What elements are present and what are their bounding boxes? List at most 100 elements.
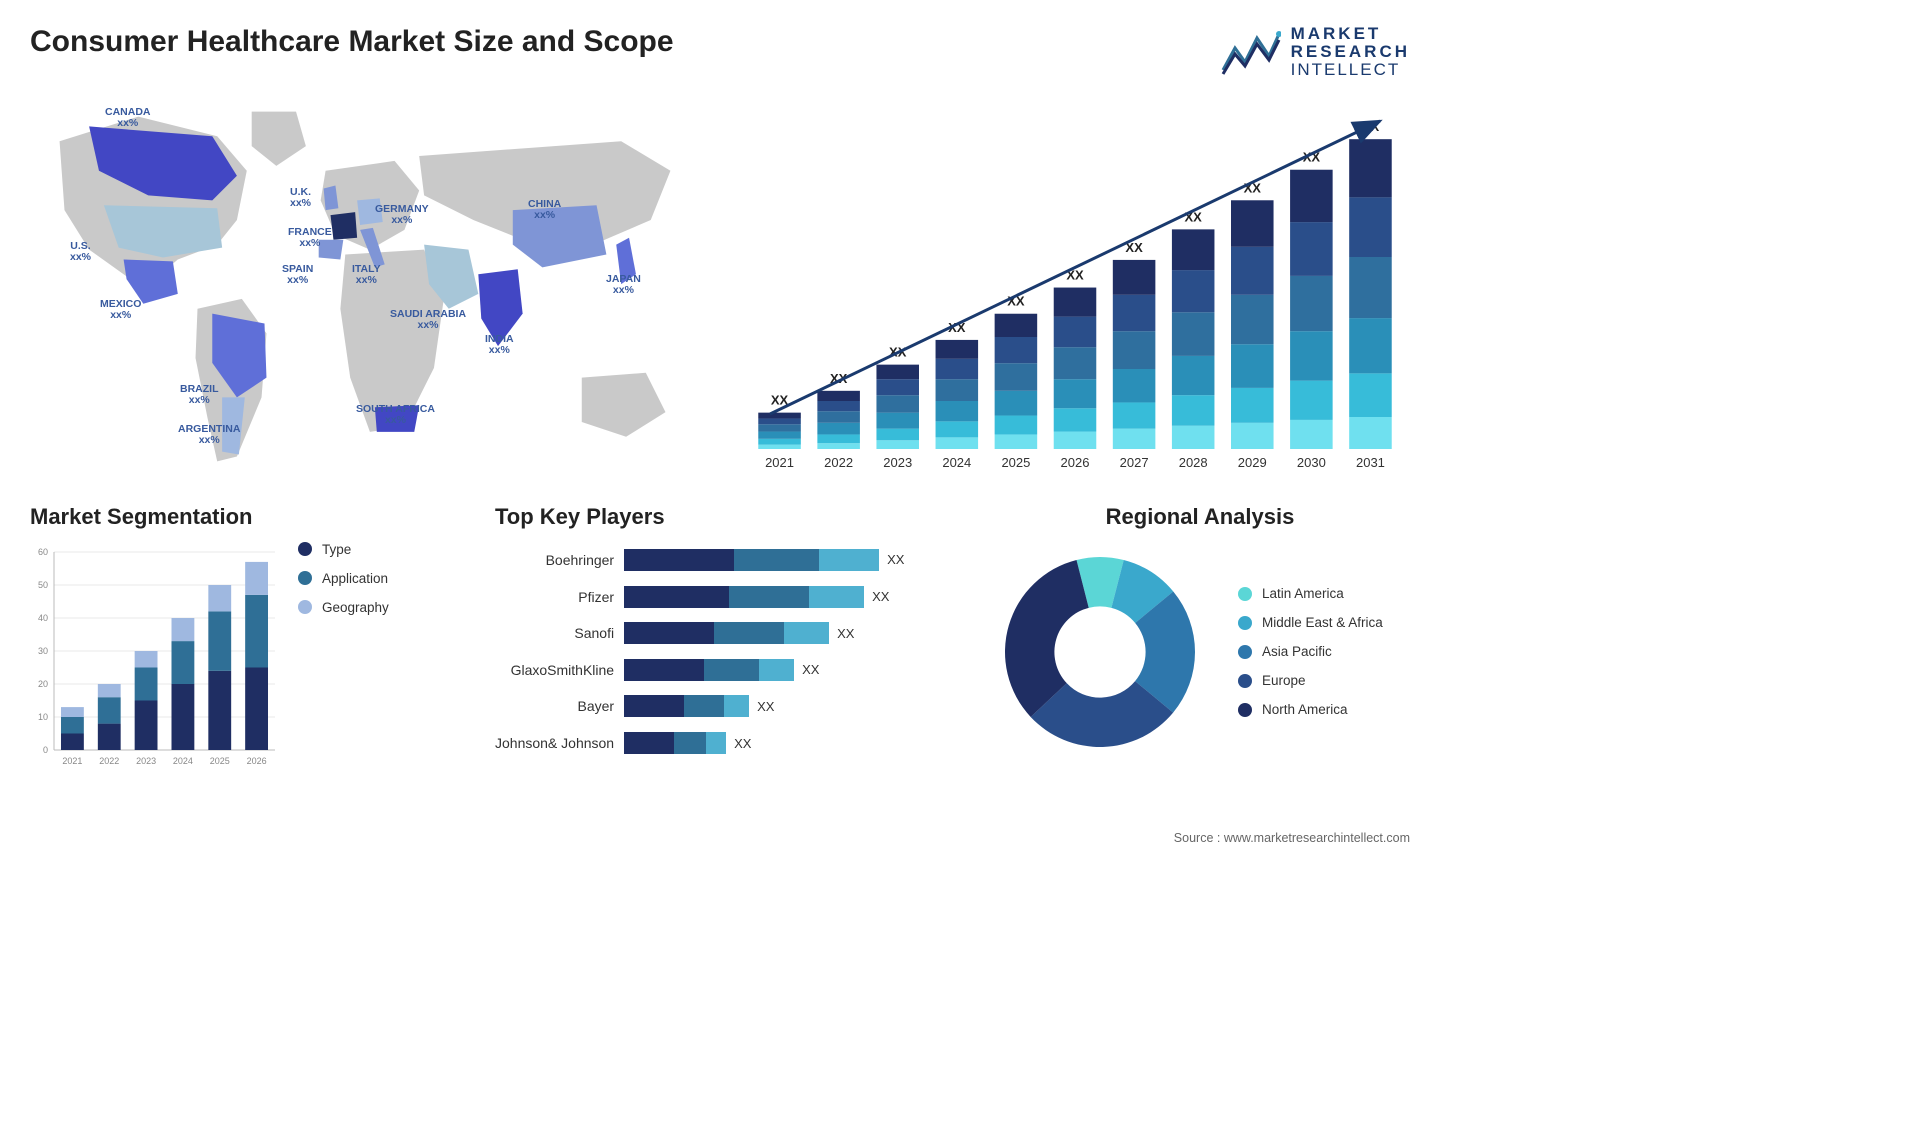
segmentation-title: Market Segmentation <box>30 504 460 530</box>
player-bar-segment <box>706 732 726 754</box>
map-label-germany: GERMANYxx% <box>375 204 429 227</box>
player-bar-segment <box>724 695 749 717</box>
legend-label: Europe <box>1262 673 1306 688</box>
svg-text:2023: 2023 <box>883 455 912 470</box>
player-label: Johnson& Johnson <box>495 735 614 751</box>
legend-label: Application <box>322 571 388 586</box>
svg-text:2022: 2022 <box>824 455 853 470</box>
legend-label: North America <box>1262 702 1348 717</box>
regional-donut <box>990 542 1210 762</box>
player-bar <box>624 732 726 754</box>
region-legend-europe: Europe <box>1238 673 1383 688</box>
svg-text:2024: 2024 <box>173 756 193 766</box>
svg-text:40: 40 <box>38 613 48 623</box>
brand-logo: MARKET RESEARCH INTELLECT <box>1221 25 1410 79</box>
player-bar-segment <box>624 732 674 754</box>
player-bar <box>624 586 864 608</box>
map-label-south-africa: SOUTH AFRICAxx% <box>356 404 435 427</box>
player-bar-segment <box>734 549 819 571</box>
legend-swatch <box>1238 703 1252 717</box>
logo-line1: MARKET <box>1291 25 1410 43</box>
svg-text:2025: 2025 <box>1001 455 1030 470</box>
player-value: XX <box>837 626 854 641</box>
player-bars: XXXXXXXXXXXX <box>624 542 955 762</box>
svg-text:20: 20 <box>38 679 48 689</box>
player-label: Pfizer <box>578 589 614 605</box>
player-label: Bayer <box>578 698 615 714</box>
seg-legend-application: Application <box>298 571 389 586</box>
legend-label: Geography <box>322 600 389 615</box>
svg-text:10: 10 <box>38 712 48 722</box>
legend-swatch <box>1238 674 1252 688</box>
region-legend-latin-america: Latin America <box>1238 586 1383 601</box>
svg-text:2031: 2031 <box>1356 455 1385 470</box>
player-bar-segment <box>819 549 879 571</box>
player-bar-segment <box>784 622 829 644</box>
svg-text:2024: 2024 <box>942 455 971 470</box>
regional-title: Regional Analysis <box>990 504 1410 530</box>
segmentation-legend: Type Application Geography <box>298 542 389 772</box>
player-bar-row: XX <box>624 586 955 608</box>
player-bar-segment <box>809 586 864 608</box>
svg-text:2025: 2025 <box>210 756 230 766</box>
svg-text:2029: 2029 <box>1238 455 1267 470</box>
svg-text:2026: 2026 <box>1061 455 1090 470</box>
legend-swatch <box>298 542 312 556</box>
map-label-mexico: MEXICOxx% <box>100 299 141 322</box>
growth-bar-chart: XX2021XX2022XX2023XX2024XX2025XX2026XX20… <box>730 99 1410 479</box>
svg-text:30: 30 <box>38 646 48 656</box>
legend-label: Type <box>322 542 351 557</box>
player-bar-row: XX <box>624 549 955 571</box>
legend-label: Middle East & Africa <box>1262 615 1383 630</box>
player-bar-row: XX <box>624 732 955 754</box>
player-label: GlaxoSmithKline <box>511 662 615 678</box>
player-bar-segment <box>624 586 729 608</box>
player-value: XX <box>734 736 751 751</box>
map-label-china: CHINAxx% <box>528 199 561 222</box>
source-text: Source : www.marketresearchintellect.com <box>1174 831 1410 845</box>
player-bar-segment <box>624 622 714 644</box>
svg-text:2022: 2022 <box>99 756 119 766</box>
region-legend-north-america: North America <box>1238 702 1383 717</box>
legend-label: Latin America <box>1262 586 1344 601</box>
legend-swatch <box>1238 616 1252 630</box>
svg-text:0: 0 <box>43 745 48 755</box>
player-bar-segment <box>624 549 734 571</box>
player-bar <box>624 695 749 717</box>
players-title: Top Key Players <box>495 504 955 530</box>
map-label-italy: ITALYxx% <box>352 264 381 287</box>
player-bar-segment <box>729 586 809 608</box>
map-label-u-s-: U.S.xx% <box>70 241 91 264</box>
player-bar <box>624 549 879 571</box>
map-label-japan: JAPANxx% <box>606 274 641 297</box>
map-label-brazil: BRAZILxx% <box>180 384 219 407</box>
legend-swatch <box>298 600 312 614</box>
player-label: Boehringer <box>546 552 615 568</box>
legend-swatch <box>1238 645 1252 659</box>
region-legend-middle-east-africa: Middle East & Africa <box>1238 615 1383 630</box>
svg-text:2021: 2021 <box>62 756 82 766</box>
player-bar-row: XX <box>624 622 955 644</box>
player-bar-segment <box>684 695 724 717</box>
seg-legend-type: Type <box>298 542 389 557</box>
logo-icon <box>1221 28 1281 76</box>
logo-line2: RESEARCH <box>1291 43 1410 61</box>
player-bar-segment <box>624 659 704 681</box>
svg-text:2021: 2021 <box>765 455 794 470</box>
player-label: Sanofi <box>574 625 614 641</box>
map-label-canada: CANADAxx% <box>105 107 151 130</box>
legend-label: Asia Pacific <box>1262 644 1332 659</box>
legend-swatch <box>298 571 312 585</box>
svg-text:2027: 2027 <box>1120 455 1149 470</box>
legend-swatch <box>1238 587 1252 601</box>
player-labels: Boehringer Pfizer Sanofi GlaxoSmithKline Bay… <box>495 542 624 762</box>
map-label-india: INDIAxx% <box>485 334 514 357</box>
player-bar <box>624 659 794 681</box>
logo-line3: INTELLECT <box>1291 61 1410 79</box>
map-label-saudi-arabia: SAUDI ARABIAxx% <box>390 309 466 332</box>
svg-text:50: 50 <box>38 580 48 590</box>
player-bar-segment <box>714 622 784 644</box>
map-label-u-k-: U.K.xx% <box>290 187 311 210</box>
svg-text:2028: 2028 <box>1179 455 1208 470</box>
world-map: CANADAxx%U.S.xx%MEXICOxx%BRAZILxx%ARGENT… <box>30 99 700 479</box>
